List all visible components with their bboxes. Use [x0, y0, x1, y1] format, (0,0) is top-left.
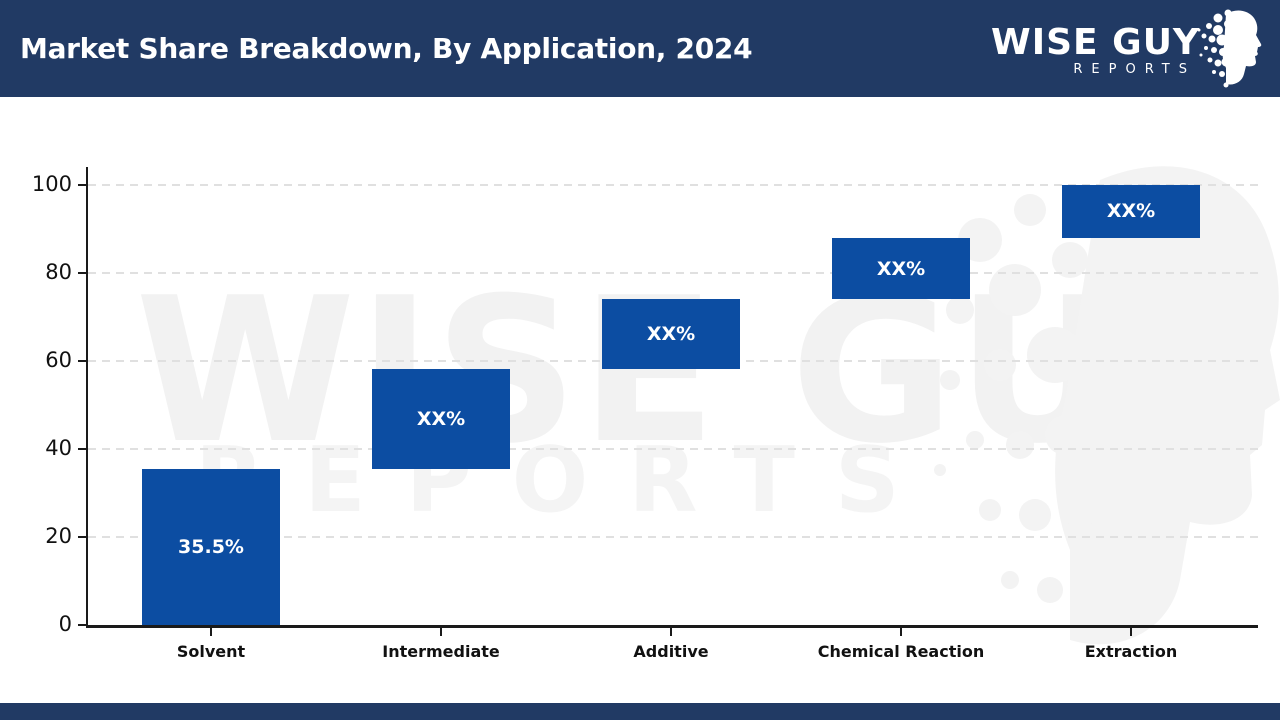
- y-tick-0: [78, 624, 86, 626]
- bar-chemical-reaction: XX%: [832, 237, 970, 300]
- gridline-20: [88, 536, 1258, 538]
- watermark-head-icon: [934, 166, 1280, 645]
- bar-intermediate: XX%: [372, 368, 510, 469]
- y-tick-label-80: 80: [45, 260, 72, 284]
- x-tick-intermediate: [440, 628, 442, 636]
- y-tick-60: [78, 360, 86, 362]
- y-tick-100: [78, 184, 86, 186]
- x-category-label-chemical-reaction: Chemical Reaction: [817, 642, 985, 661]
- x-category-label-solvent: Solvent: [176, 642, 246, 661]
- y-tick-label-40: 40: [45, 436, 72, 460]
- y-tick-40: [78, 448, 86, 450]
- bar-extraction: XX%: [1062, 185, 1200, 238]
- x-category-label-intermediate: Intermediate: [382, 642, 500, 661]
- y-tick-20: [78, 536, 86, 538]
- gridline-80: [88, 272, 1258, 274]
- y-tick-label-60: 60: [45, 348, 72, 372]
- x-tick-additive: [670, 628, 672, 636]
- bar-value-label-additive: XX%: [646, 323, 696, 346]
- y-axis-line: [86, 167, 88, 628]
- logo-subtitle: REPORTS: [1073, 62, 1196, 77]
- header-band: Market Share Breakdown, By Application, …: [0, 0, 1280, 97]
- y-tick-label-20: 20: [45, 524, 72, 548]
- watermark-subtitle: REPORTS: [195, 428, 940, 533]
- bar-value-label-intermediate: XX%: [416, 407, 466, 430]
- gridline-100: [88, 184, 1258, 186]
- bar-additive: XX%: [602, 299, 740, 369]
- y-tick-label-100: 100: [31, 172, 72, 196]
- x-tick-solvent: [210, 628, 212, 636]
- x-tick-chemical-reaction: [900, 628, 902, 636]
- x-axis-line: [86, 625, 1258, 628]
- logo-head-icon: [1197, 9, 1262, 88]
- y-tick-label-0: 0: [58, 612, 72, 636]
- page-title: Market Share Breakdown, By Application, …: [20, 32, 753, 65]
- logo-wordmark: WISE GUY: [990, 22, 1200, 63]
- gridline-40: [88, 448, 1258, 450]
- bar-value-label-extraction: XX%: [1106, 200, 1156, 223]
- x-category-label-additive: Additive: [633, 642, 709, 661]
- bar-value-label-chemical-reaction: XX%: [876, 257, 926, 280]
- x-category-label-extraction: Extraction: [1084, 642, 1178, 661]
- x-tick-extraction: [1130, 628, 1132, 636]
- footer-band: [0, 703, 1280, 720]
- bar-solvent: 35.5%: [142, 468, 280, 625]
- y-tick-80: [78, 272, 86, 274]
- wise-guy-logo: WISE GUY REPORTS: [991, 0, 1268, 97]
- bar-value-label-solvent: 35.5%: [178, 535, 244, 558]
